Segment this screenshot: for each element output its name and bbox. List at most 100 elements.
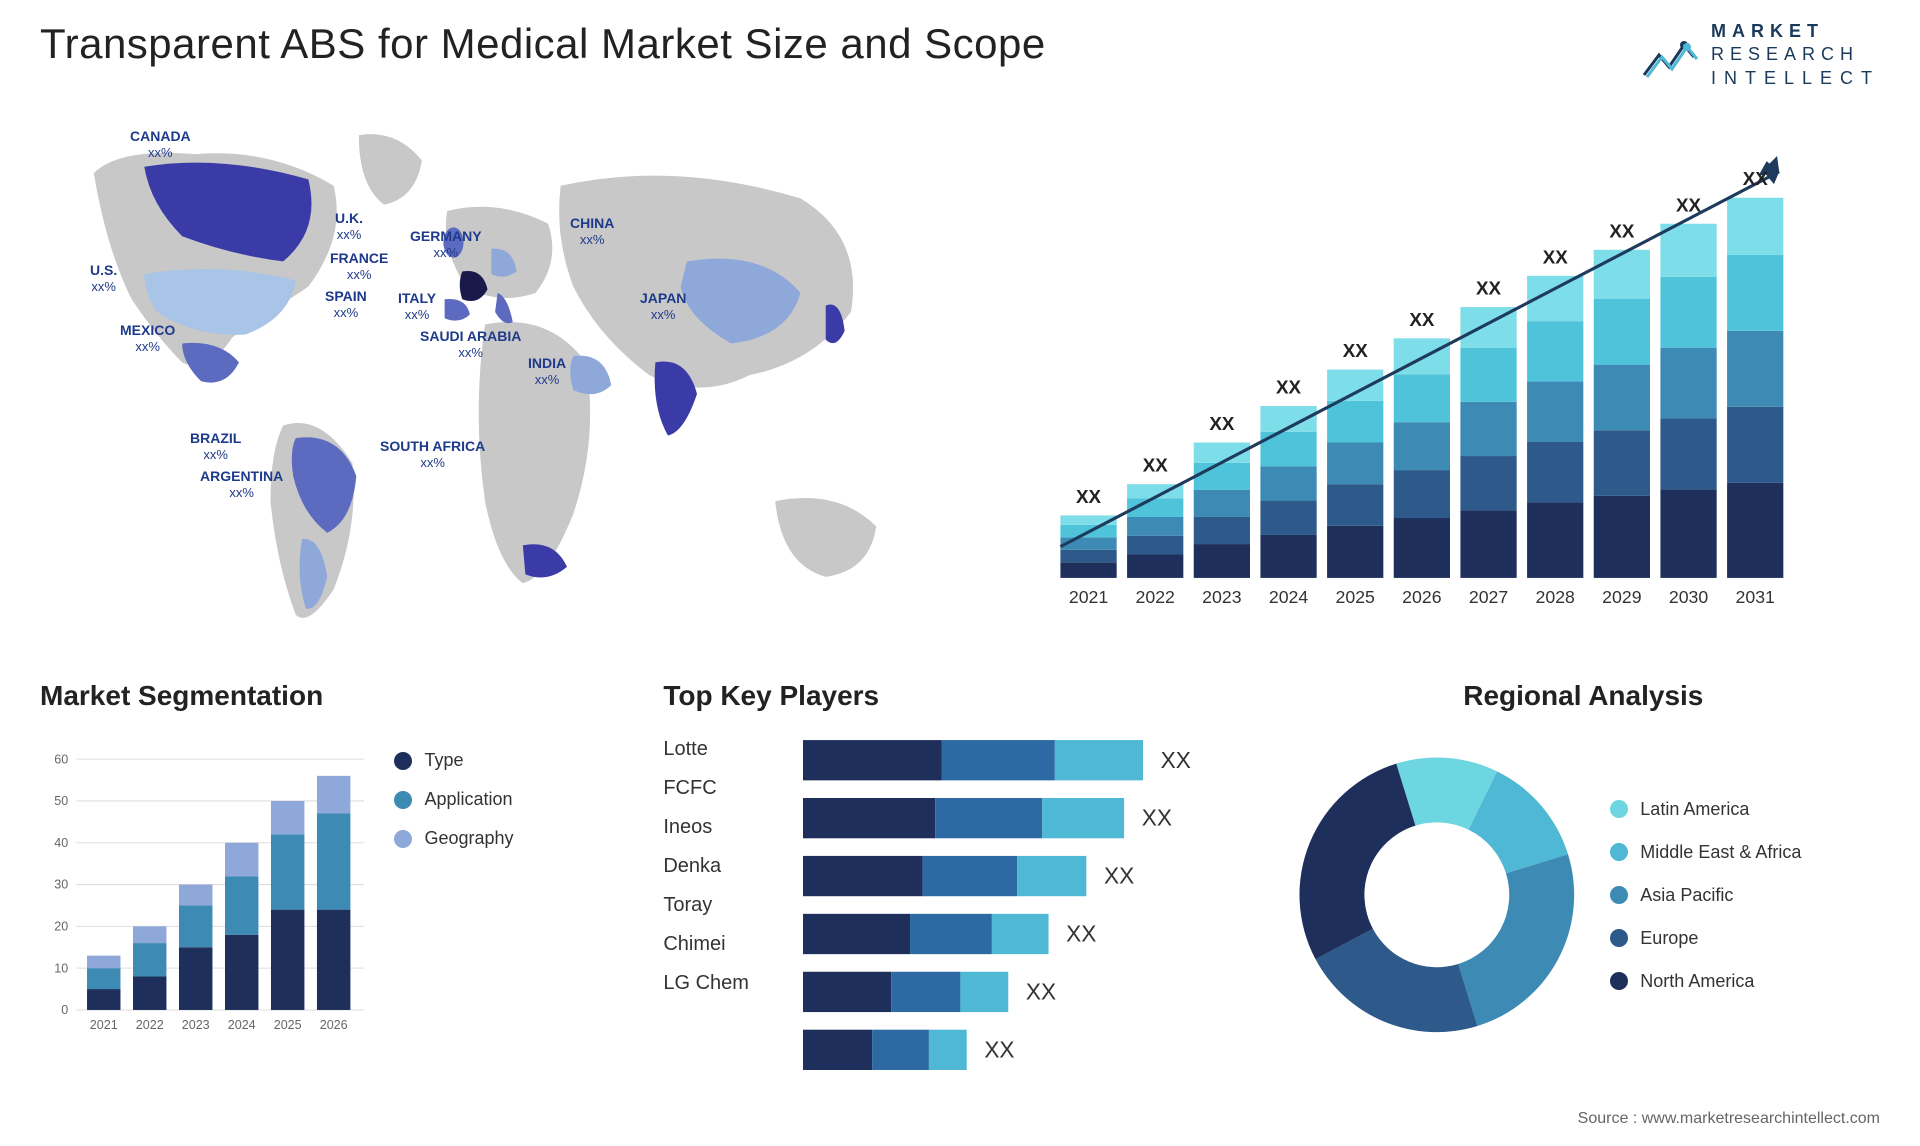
key-players-chart: XXXXXXXXXXXX	[803, 730, 1256, 1108]
map-country-label: CANADAxx%	[130, 128, 191, 160]
svg-text:60: 60	[54, 752, 68, 766]
svg-text:XX: XX	[1343, 340, 1369, 361]
svg-text:0: 0	[61, 1003, 68, 1017]
legend-dot-icon	[394, 791, 412, 809]
legend-dot-icon	[1610, 800, 1628, 818]
player-name: Denka	[663, 855, 783, 878]
map-country-label: U.K.xx%	[335, 210, 363, 242]
svg-text:XX: XX	[1676, 194, 1702, 215]
key-players-title: Top Key Players	[663, 680, 1256, 712]
map-country-label: ITALYxx%	[398, 290, 436, 322]
svg-text:40: 40	[54, 836, 68, 850]
svg-text:XX: XX	[1409, 309, 1435, 330]
legend-dot-icon	[1610, 843, 1628, 861]
player-name: Ineos	[663, 816, 783, 839]
logo-text-1: MARKET	[1711, 20, 1880, 43]
svg-text:2026: 2026	[320, 1018, 348, 1032]
legend-label: Type	[424, 750, 463, 771]
svg-text:2024: 2024	[1269, 587, 1309, 607]
svg-text:2022: 2022	[136, 1018, 164, 1032]
map-country-label: U.S.xx%	[90, 262, 117, 294]
map-country-label: JAPANxx%	[640, 290, 686, 322]
key-players-list: Lotte FCFC Ineos Denka Toray Chimei LG Chem	[663, 730, 783, 1108]
logo-text-2: RESEARCH	[1711, 43, 1880, 66]
svg-text:XX: XX	[1543, 247, 1569, 268]
svg-text:2025: 2025	[1336, 587, 1376, 607]
legend-item: Asia Pacific	[1610, 885, 1880, 906]
svg-text:XX: XX	[1476, 278, 1502, 299]
svg-text:30: 30	[54, 878, 68, 892]
logo-text-3: INTELLECT	[1711, 67, 1880, 90]
svg-text:XX: XX	[985, 1037, 1015, 1063]
legend-item: Type	[394, 750, 633, 771]
svg-text:XX: XX	[1209, 413, 1235, 434]
svg-text:2021: 2021	[1069, 587, 1108, 607]
world-map-panel: CANADAxx% U.S.xx% MEXICOxx% BRAZILxx% ARGENT…	[40, 110, 930, 640]
svg-text:2021: 2021	[90, 1018, 118, 1032]
svg-text:10: 10	[54, 962, 68, 976]
legend-label: Geography	[424, 828, 513, 849]
segmentation-legend: Type Application Geography	[394, 730, 633, 1060]
svg-text:2023: 2023	[182, 1018, 210, 1032]
map-country-label: INDIAxx%	[528, 355, 566, 387]
map-country-label: SPAINxx%	[325, 288, 367, 320]
growth-chart-panel: XX2021XX2022XX2023XX2024XX2025XX2026XX20…	[970, 110, 1880, 640]
player-name: Chimei	[663, 933, 783, 956]
svg-text:2025: 2025	[274, 1018, 302, 1032]
player-name: Lotte	[663, 738, 783, 761]
segmentation-title: Market Segmentation	[40, 680, 633, 712]
map-country-label: SAUDI ARABIAxx%	[420, 328, 521, 360]
legend-dot-icon	[1610, 972, 1628, 990]
svg-text:XX: XX	[1142, 805, 1172, 831]
svg-text:XX: XX	[1161, 747, 1191, 773]
legend-label: Latin America	[1640, 799, 1749, 820]
legend-label: Application	[424, 789, 512, 810]
map-country-label: GERMANYxx%	[410, 228, 482, 260]
legend-item: North America	[1610, 971, 1880, 992]
source-attribution: Source : www.marketresearchintellect.com	[1578, 1110, 1880, 1128]
player-name: LG Chem	[663, 972, 783, 995]
svg-text:XX: XX	[1076, 486, 1102, 507]
page-title: Transparent ABS for Medical Market Size …	[40, 20, 1046, 68]
legend-item: Application	[394, 789, 633, 810]
map-country-label: CHINAxx%	[570, 215, 614, 247]
legend-dot-icon	[394, 830, 412, 848]
growth-bar-chart: XX2021XX2022XX2023XX2024XX2025XX2026XX20…	[980, 130, 1870, 630]
legend-item: Middle East & Africa	[1610, 842, 1880, 863]
svg-text:2030: 2030	[1669, 587, 1709, 607]
svg-text:2029: 2029	[1602, 587, 1641, 607]
legend-dot-icon	[1610, 929, 1628, 947]
legend-label: North America	[1640, 971, 1754, 992]
map-country-label: FRANCExx%	[330, 250, 388, 282]
svg-text:20: 20	[54, 920, 68, 934]
svg-text:2024: 2024	[228, 1018, 256, 1032]
svg-text:2028: 2028	[1536, 587, 1576, 607]
svg-text:XX: XX	[1609, 220, 1635, 241]
regional-panel: Regional Analysis Latin America Middle Ea…	[1287, 680, 1880, 1060]
segmentation-chart: 0 10 20 30 40 50 60 2021 2022 2023 2024 2025 2026	[40, 730, 374, 1060]
brand-logo: MARKET RESEARCH INTELLECT	[1639, 20, 1880, 90]
svg-text:2031: 2031	[1736, 587, 1775, 607]
player-name: FCFC	[663, 777, 783, 800]
legend-label: Asia Pacific	[1640, 885, 1733, 906]
regional-donut-chart	[1287, 745, 1587, 1045]
legend-item: Geography	[394, 828, 633, 849]
legend-item: Latin America	[1610, 799, 1880, 820]
svg-text:XX: XX	[1743, 168, 1769, 189]
legend-dot-icon	[394, 752, 412, 770]
regional-title: Regional Analysis	[1287, 680, 1880, 712]
svg-text:2027: 2027	[1469, 587, 1508, 607]
map-country-label: MEXICOxx%	[120, 322, 175, 354]
svg-text:XX: XX	[1104, 863, 1134, 889]
svg-text:XX: XX	[1276, 377, 1302, 398]
world-map	[40, 110, 930, 640]
svg-text:2022: 2022	[1136, 587, 1175, 607]
legend-dot-icon	[1610, 886, 1628, 904]
legend-item: Europe	[1610, 928, 1880, 949]
svg-text:XX: XX	[1026, 979, 1056, 1005]
map-country-label: BRAZILxx%	[190, 430, 241, 462]
player-name: Toray	[663, 894, 783, 917]
svg-text:50: 50	[54, 794, 68, 808]
map-country-label: ARGENTINAxx%	[200, 468, 283, 500]
svg-text:2023: 2023	[1202, 587, 1242, 607]
